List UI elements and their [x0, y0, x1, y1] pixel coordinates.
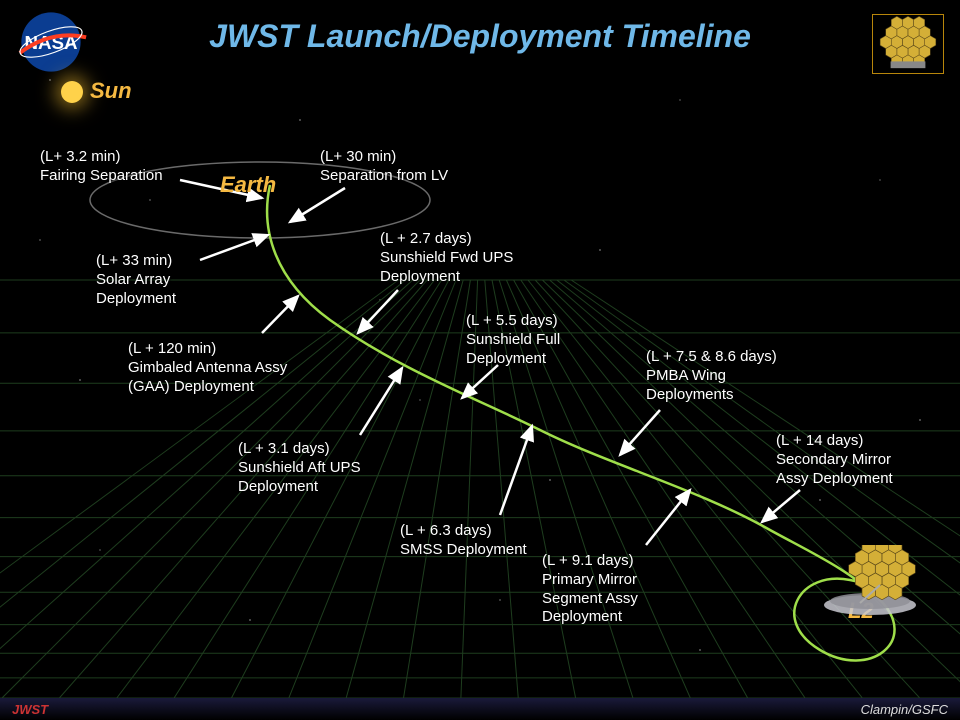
event-arrow — [200, 235, 268, 260]
event-arrow — [762, 490, 800, 522]
event-label: (L + 14 days) Secondary Mirror Assy Depl… — [776, 432, 893, 488]
footer-bar: JWST Clampin/GSFC — [0, 698, 960, 720]
page-title: JWST Launch/Deployment Timeline — [0, 18, 960, 55]
trajectory-main — [267, 185, 880, 600]
sun-label: Sun — [90, 78, 132, 104]
event-label: (L + 7.5 & 8.6 days) PMBA Wing Deploymen… — [646, 348, 777, 404]
event-arrow — [262, 296, 298, 333]
event-arrow — [358, 290, 398, 333]
earth-label: Earth — [220, 172, 276, 198]
event-label: (L + 2.7 days) Sunshield Fwd UPS Deploym… — [380, 230, 513, 286]
nasa-logo-icon: NASA — [12, 10, 90, 74]
event-label: (L + 120 min) Gimbaled Antenna Assy (GAA… — [128, 340, 287, 396]
event-arrow — [646, 490, 690, 545]
event-arrow — [500, 426, 532, 515]
event-arrow — [462, 365, 498, 398]
event-label: (L + 5.5 days) Sunshield Full Deployment — [466, 312, 560, 368]
event-arrow — [620, 410, 660, 455]
event-arrow — [360, 368, 402, 435]
event-label: (L + 9.1 days) Primary Mirror Segment As… — [542, 552, 638, 627]
sun-icon — [61, 81, 83, 103]
footer-right: Clampin/GSFC — [861, 702, 948, 717]
event-label: (L+ 33 min) Solar Array Deployment — [96, 252, 176, 308]
event-label: (L + 3.1 days) Sunshield Aft UPS Deploym… — [238, 440, 361, 496]
event-label: (L + 6.3 days) SMSS Deployment — [400, 522, 527, 560]
jwst-spacecraft-icon — [820, 545, 930, 625]
event-label: (L+ 3.2 min) Fairing Separation — [40, 148, 163, 186]
event-label: (L+ 30 min) Separation from LV — [320, 148, 448, 186]
footer-left: JWST — [12, 702, 48, 717]
jwst-mirror-logo-icon — [872, 14, 944, 74]
event-arrow — [290, 188, 345, 222]
